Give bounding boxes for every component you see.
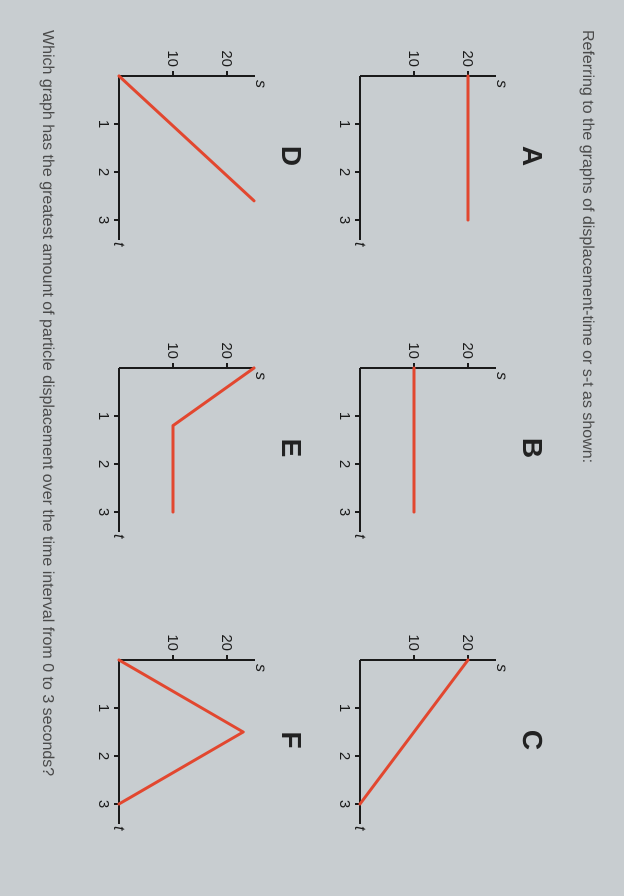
graph-cell-c: C 10 20 1 2 3 s t <box>325 614 548 866</box>
graph-label: D <box>275 30 307 282</box>
svg-text:10: 10 <box>405 634 422 651</box>
graph-label: F <box>275 614 307 866</box>
svg-text:s: s <box>493 664 510 672</box>
svg-text:10: 10 <box>164 50 181 67</box>
svg-text:2: 2 <box>95 460 112 468</box>
svg-text:20: 20 <box>459 342 476 359</box>
svg-text:10: 10 <box>164 342 181 359</box>
svg-text:2: 2 <box>336 752 353 760</box>
graph-cell-e: E 10 20 1 2 3 s t <box>84 322 307 574</box>
svg-text:20: 20 <box>218 50 235 67</box>
svg-text:t: t <box>110 534 127 539</box>
svg-text:3: 3 <box>95 216 112 224</box>
svg-text:20: 20 <box>218 342 235 359</box>
graph-label: B <box>516 322 548 574</box>
svg-text:3: 3 <box>336 216 353 224</box>
svg-text:10: 10 <box>405 50 422 67</box>
svg-text:2: 2 <box>95 752 112 760</box>
chart-d: 10 20 1 2 3 s t <box>89 30 269 250</box>
svg-text:3: 3 <box>336 508 353 516</box>
svg-text:20: 20 <box>459 634 476 651</box>
chart-c: 10 20 1 2 3 s t <box>330 614 510 834</box>
svg-text:1: 1 <box>95 704 112 712</box>
chart-e: 10 20 1 2 3 s t <box>89 322 269 542</box>
graph-cell-f: F 10 20 1 2 3 s t <box>84 614 307 866</box>
svg-text:1: 1 <box>336 412 353 420</box>
svg-text:20: 20 <box>459 50 476 67</box>
graph-cell-b: B 10 20 1 2 3 s t <box>325 322 548 574</box>
graph-label: E <box>275 322 307 574</box>
svg-text:1: 1 <box>95 120 112 128</box>
svg-text:3: 3 <box>95 508 112 516</box>
svg-text:10: 10 <box>405 342 422 359</box>
svg-text:t: t <box>351 826 368 831</box>
chart-b: 10 20 1 2 3 s t <box>330 322 510 542</box>
question-text: Which graph has the greatest amount of p… <box>38 30 56 866</box>
svg-text:t: t <box>351 242 368 247</box>
svg-text:3: 3 <box>336 800 353 808</box>
svg-text:2: 2 <box>95 168 112 176</box>
intro-text: Referring to the graphs of displacement-… <box>578 30 596 866</box>
svg-text:3: 3 <box>95 800 112 808</box>
graph-label: C <box>516 614 548 866</box>
svg-text:s: s <box>252 664 269 672</box>
svg-text:t: t <box>351 534 368 539</box>
svg-text:2: 2 <box>336 168 353 176</box>
svg-text:s: s <box>493 80 510 88</box>
chart-a: 10 20 1 2 3 s t <box>330 30 510 250</box>
svg-text:20: 20 <box>218 634 235 651</box>
graph-label: A <box>516 30 548 282</box>
graphs-grid: A 10 20 1 2 3 s t B 10 20 1 2 3 s t C 10 20 1 2 3 s t D 10… <box>84 30 548 866</box>
svg-text:1: 1 <box>95 412 112 420</box>
svg-text:10: 10 <box>164 634 181 651</box>
svg-text:s: s <box>493 372 510 380</box>
svg-text:s: s <box>252 372 269 380</box>
svg-text:1: 1 <box>336 704 353 712</box>
graph-cell-a: A 10 20 1 2 3 s t <box>325 30 548 282</box>
svg-text:t: t <box>110 826 127 831</box>
svg-text:1: 1 <box>336 120 353 128</box>
chart-f: 10 20 1 2 3 s t <box>89 614 269 834</box>
svg-text:2: 2 <box>336 460 353 468</box>
svg-text:s: s <box>252 80 269 88</box>
graph-cell-d: D 10 20 1 2 3 s t <box>84 30 307 282</box>
svg-text:t: t <box>110 242 127 247</box>
